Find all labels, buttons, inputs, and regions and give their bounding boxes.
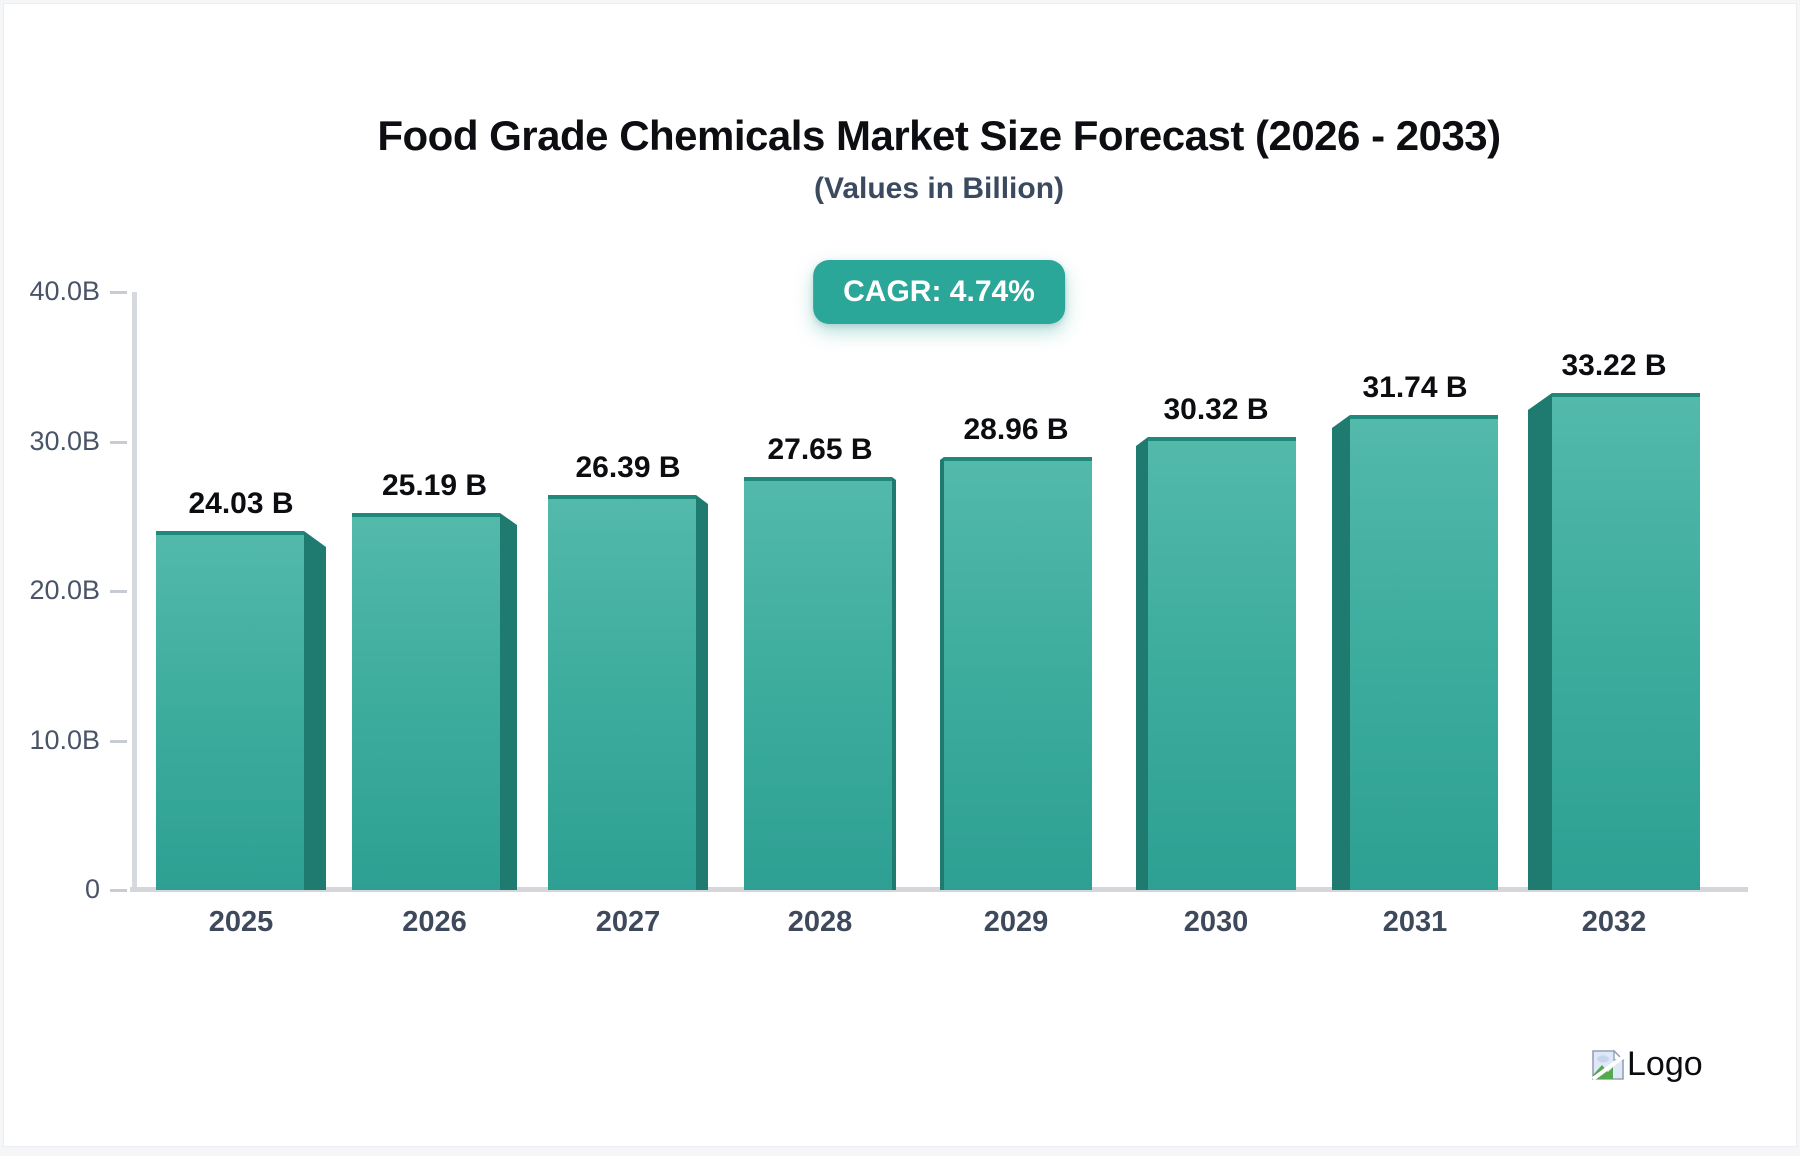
bar-face <box>1350 415 1498 890</box>
bar-side-3d <box>500 513 517 890</box>
y-axis-tick-label: 0 <box>84 874 100 904</box>
y-axis-tick-mark <box>110 590 127 593</box>
bar-face <box>156 531 304 890</box>
bar-value-label: 30.32 B <box>1163 393 1269 426</box>
x-axis-label-2027: 2027 <box>595 906 661 938</box>
y-axis-tick-mark <box>110 440 127 444</box>
y-axis-tick-label: 30.0B <box>29 425 100 456</box>
bar-side-3d <box>1332 415 1350 890</box>
bar-face <box>944 457 1092 890</box>
y-axis-tick-mark <box>110 739 127 743</box>
bar-2026[interactable] <box>352 513 517 890</box>
bar-2028[interactable] <box>744 477 896 890</box>
cagr-badge: CAGR: 4.74% <box>813 260 1065 324</box>
bar-2025[interactable] <box>156 531 326 890</box>
x-axis-label-2030: 2030 <box>1183 906 1249 938</box>
broken-image-icon <box>1591 1048 1625 1081</box>
bar-face <box>1148 437 1296 890</box>
bar-side-3d <box>696 495 708 890</box>
bar-side-3d <box>1528 393 1552 890</box>
bar-chart-plot-area: 40.0B 30.0B 20.0B 10.0B 0 24.03 B 2025 25.19 B 2… <box>4 4 1796 1146</box>
bar-value-label: 24.03 B <box>188 487 294 520</box>
bar-value-label: 26.39 B <box>575 451 681 484</box>
chart-subtitle: (Values in Billion) <box>813 172 1065 205</box>
y-axis-tick-mark <box>110 291 127 294</box>
bar-2027[interactable] <box>548 495 708 890</box>
y-axis-tick-mark <box>110 889 127 892</box>
y-axis-line <box>132 292 137 892</box>
bar-face <box>548 495 696 890</box>
bar-2032[interactable] <box>1528 393 1700 890</box>
y-axis-tick-label: 40.0B <box>29 276 100 306</box>
chart-card: Food Grade Chemicals Market Size Forecas… <box>3 3 1797 1147</box>
x-axis-label-2031: 2031 <box>1382 906 1448 938</box>
chart-title: Food Grade Chemicals Market Size Forecas… <box>377 112 1501 159</box>
x-axis-label-2028: 2028 <box>787 906 853 938</box>
bar-side-3d <box>940 457 944 890</box>
x-axis-label-2026: 2026 <box>402 906 467 938</box>
bar-value-label: 25.19 B <box>381 469 488 502</box>
x-axis-label-2025: 2025 <box>208 906 274 938</box>
y-axis-tick-label: 20.0B <box>29 575 100 605</box>
bar-2031[interactable] <box>1332 415 1498 890</box>
logo-alt-text: Logo <box>1627 1045 1703 1083</box>
bar-face <box>1552 393 1700 890</box>
bar-value-label: 28.96 B <box>963 413 1069 446</box>
y-axis-tick-label: 10.0B <box>29 724 100 755</box>
bar-value-label: 27.65 B <box>767 433 873 466</box>
bar-side-3d <box>892 477 896 890</box>
bar-side-3d <box>1136 437 1148 890</box>
bar-2029[interactable] <box>940 457 1092 890</box>
logo: Logo <box>1590 1045 1703 1084</box>
bar-face <box>352 513 500 890</box>
bar-side-3d <box>304 531 326 890</box>
bar-value-label: 31.74 B <box>1362 371 1468 404</box>
x-axis-label-2032: 2032 <box>1581 906 1647 938</box>
x-axis-label-2029: 2029 <box>983 906 1049 938</box>
bar-value-label: 33.22 B <box>1561 349 1667 382</box>
bar-face <box>744 477 892 890</box>
x-axis-baseline <box>130 887 1748 892</box>
bar-2030[interactable] <box>1136 437 1296 890</box>
